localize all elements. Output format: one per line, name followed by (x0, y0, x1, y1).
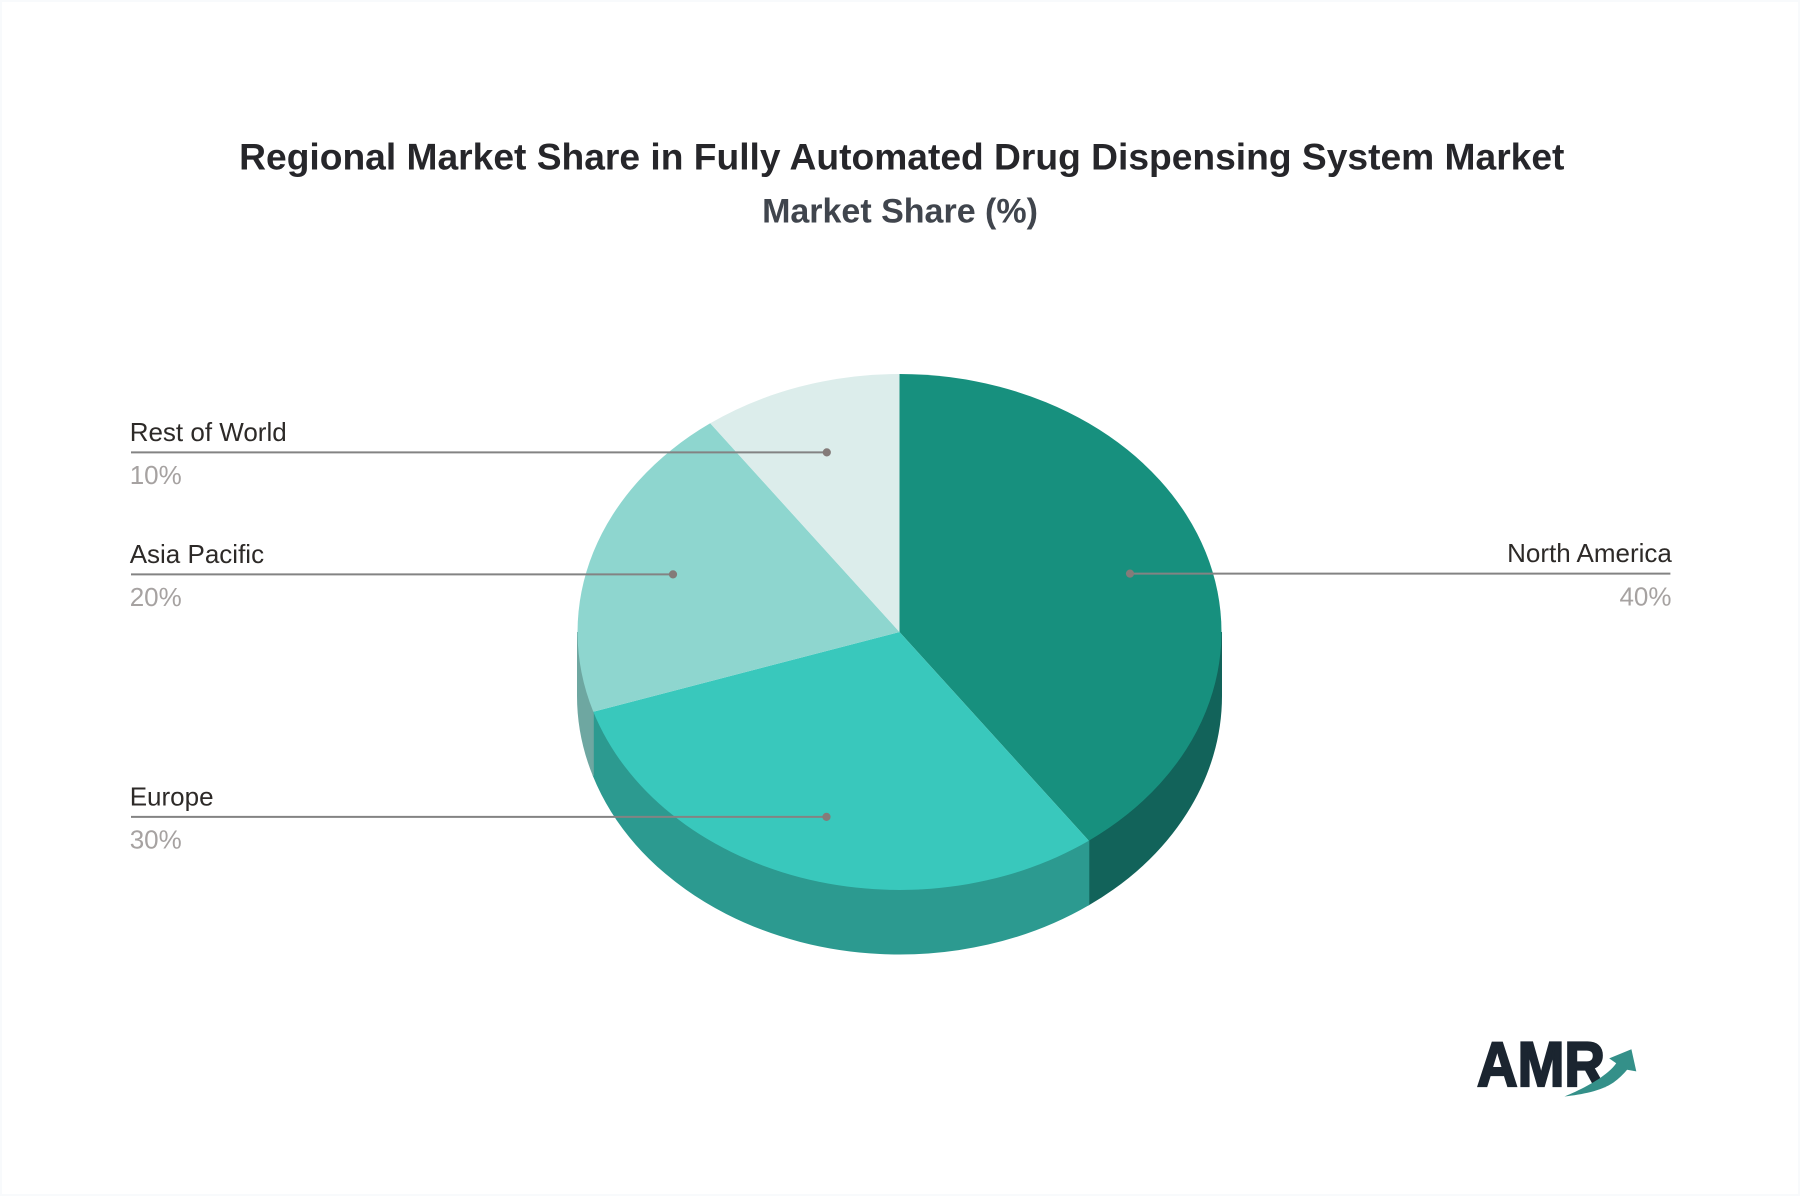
svg-text:Europe: Europe (130, 781, 214, 811)
svg-text:Market Share (%): Market Share (%) (762, 193, 1038, 231)
svg-text:Asia Pacific: Asia Pacific (130, 539, 264, 569)
svg-text:20%: 20% (130, 582, 182, 612)
svg-text:40%: 40% (1619, 581, 1671, 611)
svg-text:30%: 30% (130, 825, 182, 855)
svg-text:North America: North America (1507, 538, 1672, 568)
svg-text:10%: 10% (130, 460, 182, 490)
svg-text:Regional Market Share in Fully: Regional Market Share in Fully Automated… (239, 135, 1564, 177)
svg-text:Rest of World: Rest of World (130, 417, 287, 447)
